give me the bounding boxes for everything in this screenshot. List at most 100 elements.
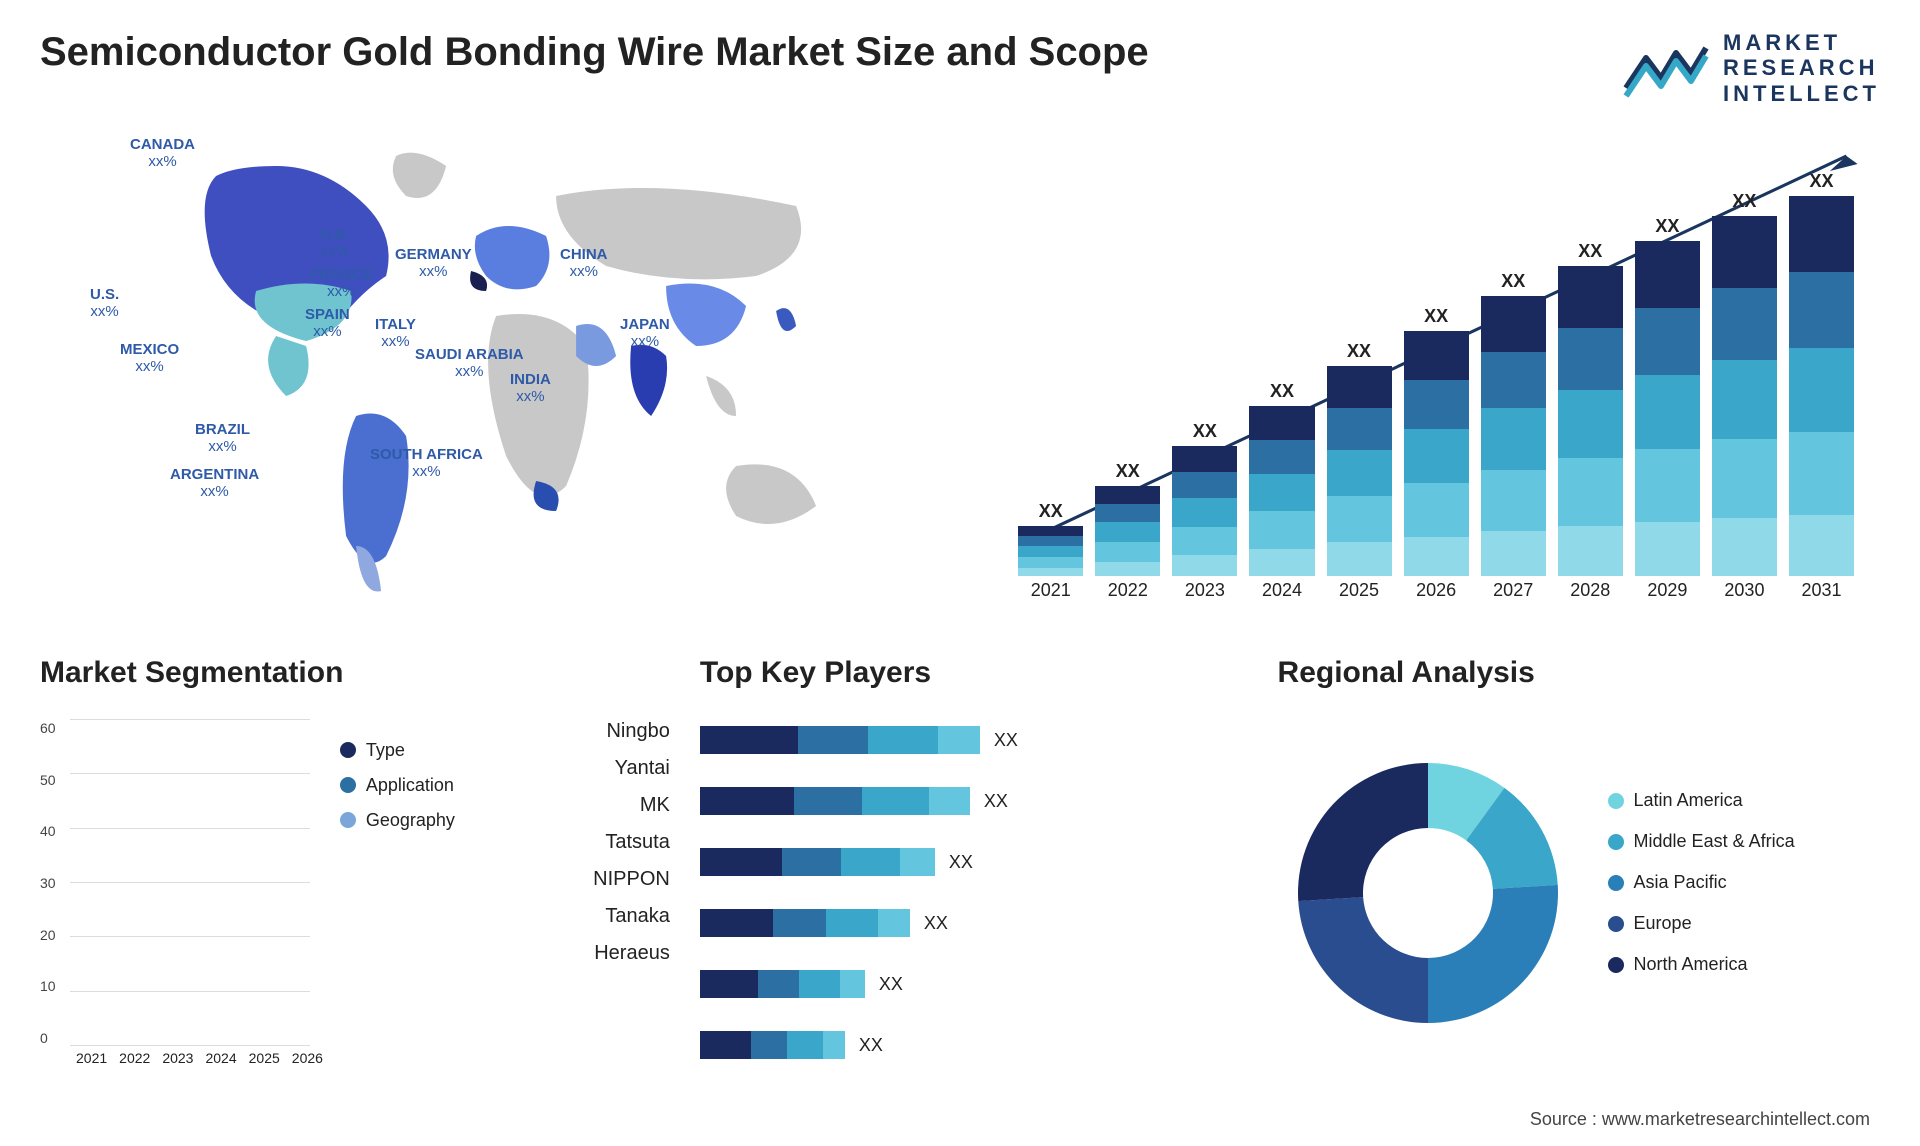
seg-ytick: 0 [40, 1030, 70, 1046]
seg-legend-item: Geography [340, 810, 520, 831]
map-label-south-africa: SOUTH AFRICAxx% [370, 446, 483, 481]
main-bar-seg [1481, 352, 1546, 408]
main-bar-seg [1095, 562, 1160, 576]
main-x-label: 2031 [1789, 580, 1854, 616]
map-label-argentina: ARGENTINAxx% [170, 466, 259, 501]
player-bar-row: XX [700, 967, 1248, 1001]
player-bar-seg [700, 848, 782, 876]
logo-line3: INTELLECT [1723, 81, 1880, 106]
main-bar-2022: XX [1095, 461, 1160, 576]
player-bar-value: XX [924, 913, 948, 934]
main-bar-seg [1558, 266, 1623, 328]
player-bar-value: XX [984, 791, 1008, 812]
player-bar-seg [799, 970, 840, 998]
main-bar-value: XX [1347, 341, 1371, 362]
series-label: Ningbo [550, 720, 670, 743]
main-bar-seg [1712, 360, 1777, 439]
main-bar-seg [1018, 526, 1083, 536]
player-bar-row: XX [700, 906, 1248, 940]
player-bar-value: XX [859, 1035, 883, 1056]
main-bar-seg [1481, 531, 1546, 576]
player-bar-seg [841, 848, 900, 876]
map-label-china: CHINAxx% [560, 246, 608, 281]
main-x-label: 2029 [1635, 580, 1700, 616]
main-bar-seg [1635, 241, 1700, 308]
main-bar-seg [1249, 474, 1314, 511]
main-bar-seg [1712, 439, 1777, 518]
player-bar-seg [929, 787, 970, 815]
main-bar-2021: XX [1018, 501, 1083, 576]
map-label-mexico: MEXICOxx% [120, 341, 179, 376]
seg-legend-item: Application [340, 775, 520, 796]
main-bar-value: XX [1501, 271, 1525, 292]
top-row: CANADAxx%U.S.xx%MEXICOxx%BRAZILxx%ARGENT… [40, 116, 1880, 616]
map-label-spain: SPAINxx% [305, 306, 350, 341]
series-label: Tatsuta [550, 831, 670, 854]
player-bar-seg [758, 970, 799, 998]
players-panel: Top Key Players XXXXXXXXXXXX [700, 656, 1248, 1076]
main-bar-value: XX [1732, 191, 1756, 212]
regional-legend: Latin AmericaMiddle East & AfricaAsia Pa… [1608, 790, 1880, 995]
donut-slice [1298, 763, 1428, 901]
player-bar-seg [938, 726, 980, 754]
segmentation-y-axis: 0102030405060 [40, 720, 70, 1046]
main-x-label: 2026 [1404, 580, 1469, 616]
logo-mark-icon [1621, 38, 1711, 98]
header: Semiconductor Gold Bonding Wire Market S… [40, 30, 1880, 106]
player-bar-seg [782, 848, 841, 876]
main-bar-seg [1558, 458, 1623, 526]
map-label-u.k.: U.K.xx% [320, 226, 350, 261]
main-bar-seg [1249, 406, 1314, 440]
logo-line1: MARKET [1723, 30, 1880, 55]
main-x-label: 2027 [1481, 580, 1546, 616]
seg-ytick: 40 [40, 823, 70, 839]
main-bar-seg [1172, 498, 1237, 527]
main-bar-seg [1172, 527, 1237, 556]
main-bar-seg [1481, 470, 1546, 532]
main-bar-seg [1789, 272, 1854, 348]
donut-slice [1428, 885, 1558, 1023]
main-bar-seg [1327, 542, 1392, 576]
seg-ytick: 20 [40, 927, 70, 943]
player-bar-seg [700, 970, 758, 998]
player-bar-seg [840, 970, 865, 998]
main-bar-chart: XXXXXXXXXXXXXXXXXXXXXX 20212022202320242… [992, 116, 1880, 616]
player-bar-seg [700, 726, 798, 754]
main-bar-seg [1558, 526, 1623, 576]
regional-title: Regional Analysis [1278, 656, 1880, 690]
main-bar-seg [1172, 555, 1237, 576]
main-bar-seg [1018, 546, 1083, 557]
main-bar-seg [1558, 390, 1623, 458]
main-bar-seg [1789, 348, 1854, 432]
series-label: NIPPON [550, 868, 670, 891]
player-bar-seg [826, 909, 879, 937]
seg-ytick: 10 [40, 978, 70, 994]
player-bar-seg [823, 1031, 845, 1059]
main-bar-seg [1018, 557, 1083, 568]
segmentation-x-labels: 202120222023202420252026 [70, 1050, 310, 1076]
player-bar-seg [751, 1031, 787, 1059]
regional-legend-item: Asia Pacific [1608, 872, 1880, 893]
player-bar-value: XX [879, 974, 903, 995]
main-bar-seg [1018, 536, 1083, 546]
series-label: Yantai [550, 757, 670, 780]
main-x-label: 2028 [1558, 580, 1623, 616]
main-bar-seg [1712, 518, 1777, 576]
main-x-label: 2022 [1095, 580, 1160, 616]
main-bar-seg [1327, 450, 1392, 496]
main-bar-seg [1558, 328, 1623, 390]
main-bar-seg [1172, 446, 1237, 472]
seg-x-label: 2022 [119, 1050, 150, 1076]
series-label: Tanaka [550, 905, 670, 928]
main-bar-2030: XX [1712, 191, 1777, 576]
seg-x-label: 2023 [162, 1050, 193, 1076]
main-bar-seg [1635, 308, 1700, 375]
player-bar-value: XX [949, 852, 973, 873]
segmentation-title: Market Segmentation [40, 656, 670, 690]
regional-legend-item: Latin America [1608, 790, 1880, 811]
player-bar-seg [798, 726, 868, 754]
main-x-label: 2021 [1018, 580, 1083, 616]
main-bar-seg [1249, 440, 1314, 474]
main-bar-seg [1481, 408, 1546, 470]
main-bar-value: XX [1424, 306, 1448, 327]
